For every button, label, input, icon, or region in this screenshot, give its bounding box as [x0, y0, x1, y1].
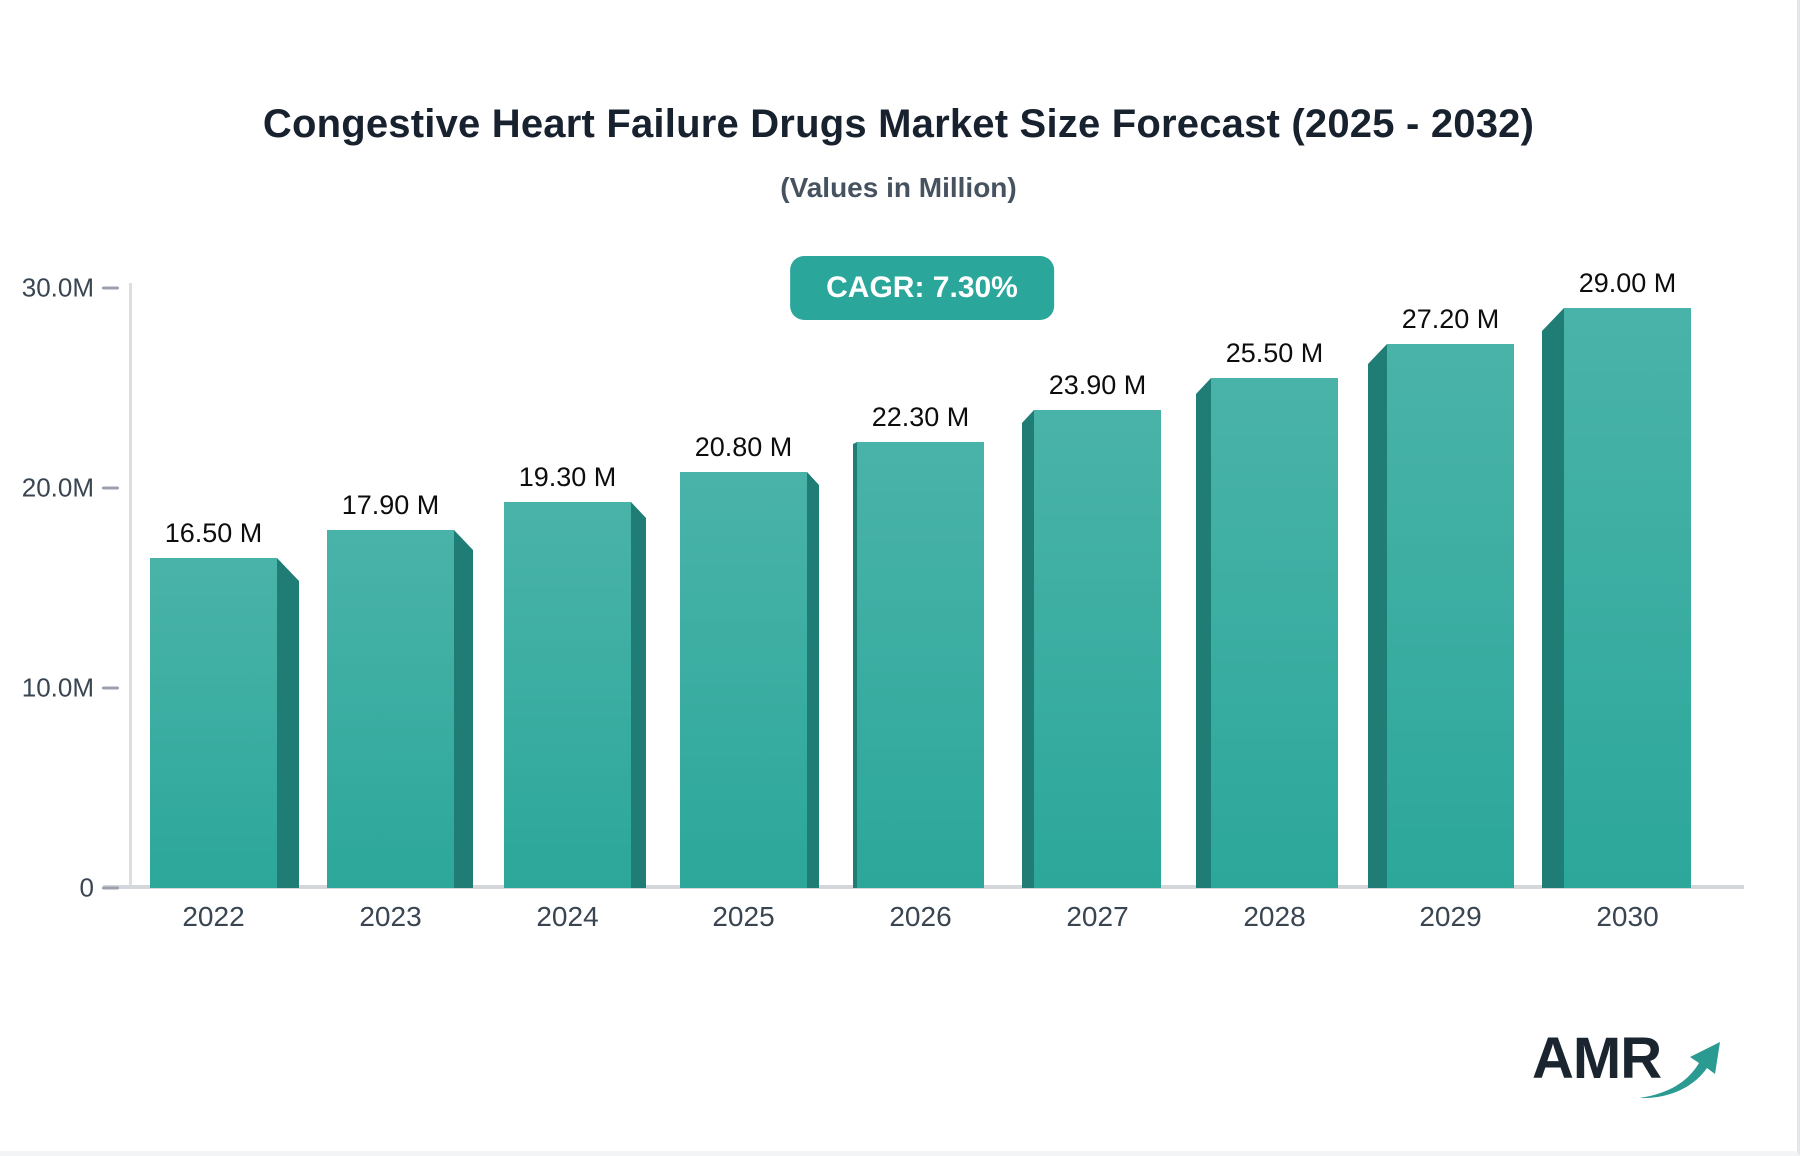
y-tick-mark: [102, 486, 119, 490]
bar-side-3d: [277, 558, 299, 888]
x-tick-2022: 2022: [182, 901, 245, 932]
y-axis-line: [129, 283, 132, 888]
bar-2022: 16.50 M: [150, 518, 299, 888]
y-tick-mark: [102, 886, 119, 890]
x-tick-2025: 2025: [712, 901, 775, 932]
bar-side-3d: [1368, 344, 1387, 888]
bar-2027: 23.90 M: [1022, 370, 1161, 888]
bar-side-3d: [1196, 378, 1211, 888]
bar-value-label: 19.30 M: [518, 462, 617, 492]
x-tick-2030: 2030: [1596, 901, 1659, 932]
y-tick-label-20.0M: 20.0M: [21, 472, 94, 503]
y-tick-mark: [102, 686, 119, 690]
bar-2028: 25.50 M: [1196, 338, 1338, 888]
x-tick-2023: 2023: [359, 901, 422, 932]
x-tick-2026: 2026: [889, 901, 952, 932]
bar-2023: 17.90 M: [327, 490, 473, 888]
cagr-badge: CAGR: 7.30%: [790, 256, 1054, 320]
bar-face: [504, 502, 631, 888]
bar-side-3d: [1542, 308, 1564, 888]
bar-value-label: 16.50 M: [164, 518, 263, 548]
y-tick-label-0: 0: [79, 872, 94, 903]
bar-face: [1211, 378, 1338, 888]
bar-2025: 20.80 M: [680, 432, 819, 888]
bar-face: [1564, 308, 1691, 888]
bar-face: [150, 558, 277, 888]
x-tick-2024: 2024: [536, 901, 599, 932]
y-tick-mark: [102, 286, 119, 290]
bar-2026: 22.30 M: [853, 402, 984, 888]
bar-side-3d: [1022, 410, 1034, 888]
bar-side-3d: [807, 472, 819, 888]
upward-trend-arrow-icon: [1639, 1042, 1721, 1099]
bar-value-label: 25.50 M: [1225, 338, 1324, 368]
bar-2030: 29.00 M: [1542, 268, 1691, 888]
x-tick-2029: 2029: [1419, 901, 1482, 932]
bar-value-label: 23.90 M: [1048, 370, 1147, 400]
bar-face: [1387, 344, 1514, 888]
bar-value-label: 20.80 M: [694, 432, 793, 462]
bar-side-3d: [853, 442, 857, 888]
y-tick-label-30.0M: 30.0M: [21, 272, 94, 303]
bar-value-label: 22.30 M: [871, 402, 970, 432]
logo-text: AMR: [1532, 1026, 1662, 1091]
bar-face: [327, 530, 454, 888]
bar-value-label: 27.20 M: [1401, 304, 1500, 334]
y-tick-label-10.0M: 10.0M: [21, 672, 94, 703]
x-tick-2027: 2027: [1066, 901, 1129, 932]
chart-title: Congestive Heart Failure Drugs Market Si…: [262, 102, 1535, 146]
bar-side-3d: [454, 530, 473, 888]
bar-face: [1034, 410, 1161, 888]
bar-face: [857, 442, 984, 888]
x-tick-2028: 2028: [1243, 901, 1306, 932]
bar-face: [680, 472, 807, 888]
amr-logo: AMR: [1532, 1030, 1723, 1102]
bar-value-label: 29.00 M: [1578, 268, 1677, 298]
bar-2029: 27.20 M: [1368, 304, 1514, 888]
bar-side-3d: [631, 502, 646, 888]
bar-2024: 19.30 M: [504, 462, 646, 888]
chart-subtitle: (Values in Million): [780, 172, 1017, 203]
bar-value-label: 17.90 M: [341, 490, 440, 520]
